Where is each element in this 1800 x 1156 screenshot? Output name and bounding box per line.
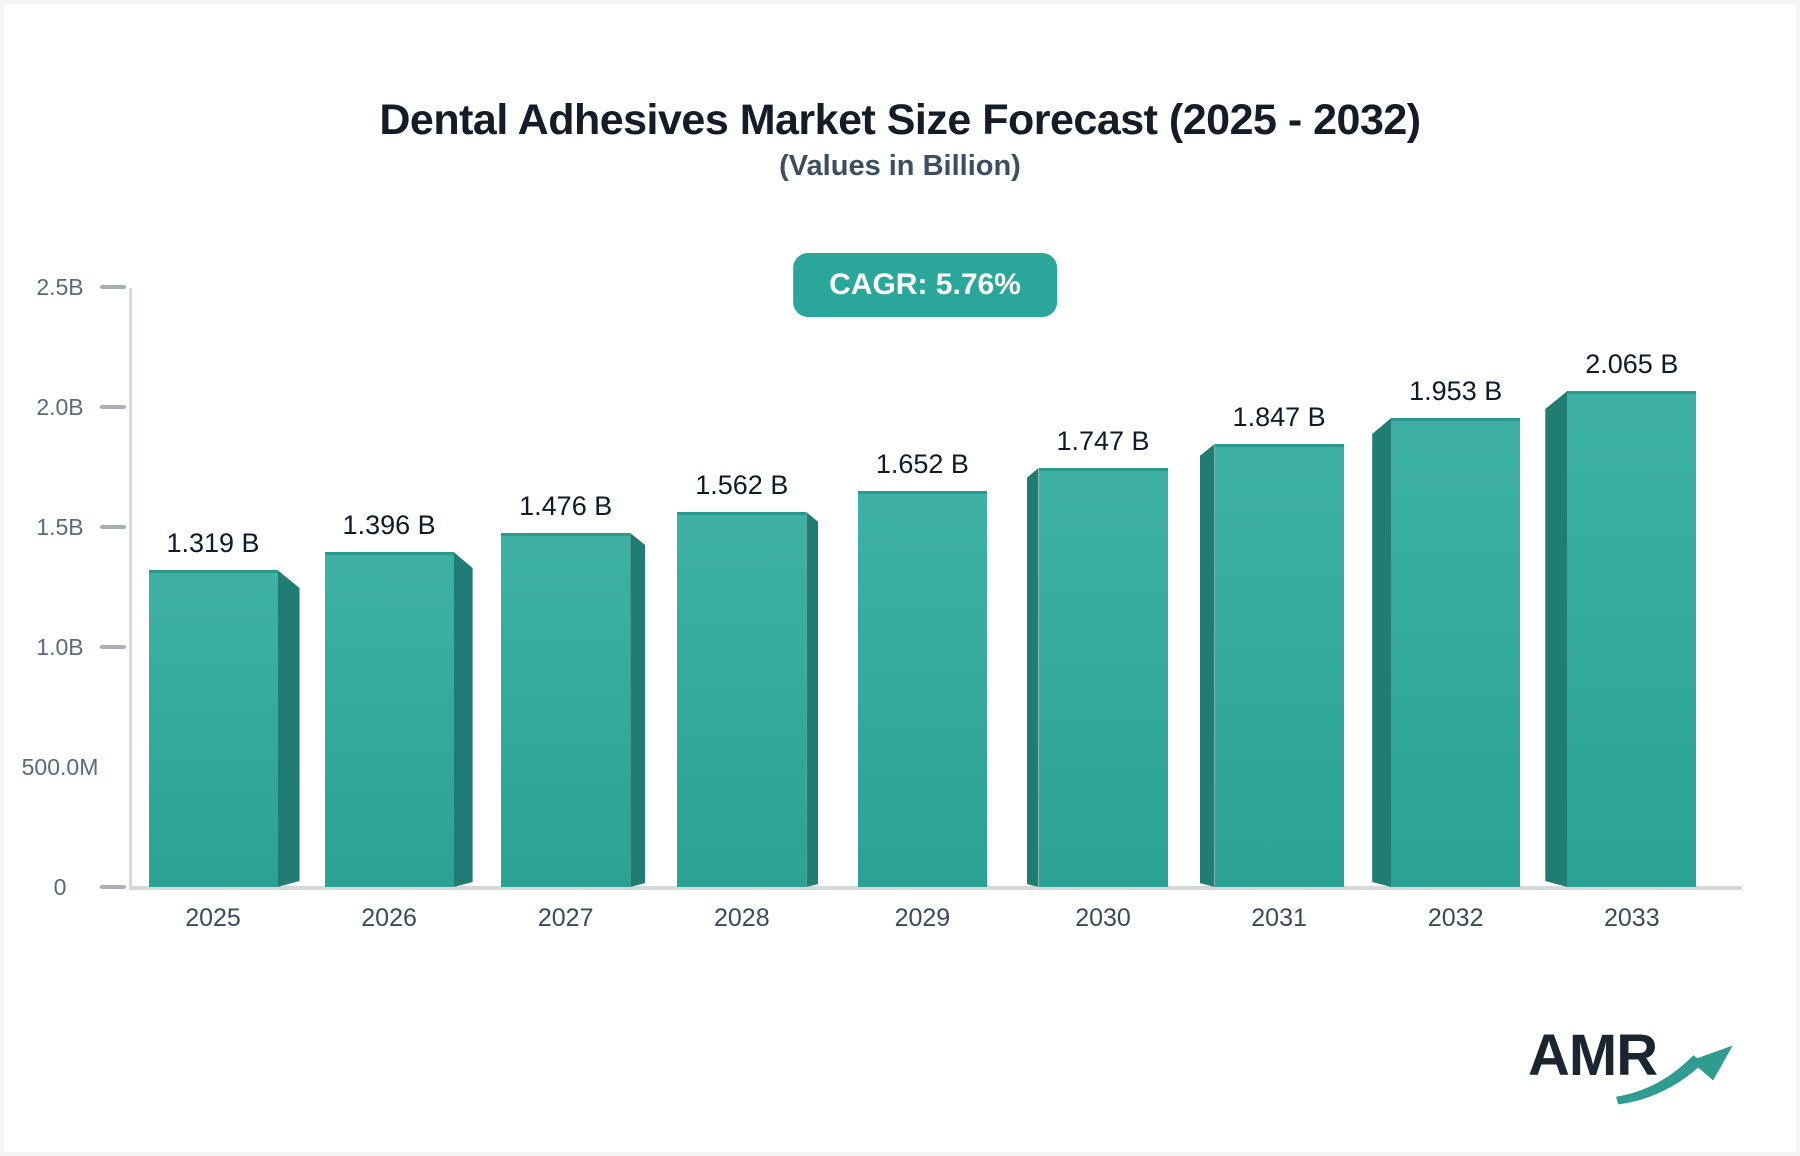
bar-2028[interactable] (677, 512, 807, 887)
bar-2029[interactable] (857, 491, 987, 887)
chart-subtitle: (Values in Billion) (779, 150, 1021, 182)
amr-logo: AMR (1528, 1018, 1788, 1133)
y-axis-tick-dash (100, 645, 126, 649)
bar-side-2032[interactable] (1372, 418, 1391, 887)
bar-side-2027[interactable] (630, 533, 645, 887)
y-axis-tick-label: 1.5B (36, 514, 84, 540)
x-axis-label: 2030 (1075, 904, 1131, 932)
bar-value-label: 1.396 B (342, 510, 436, 540)
y-axis-tick-dash (100, 405, 126, 409)
growth-arrow-icon (1616, 1045, 1733, 1105)
x-axis-label: 2026 (361, 904, 417, 932)
y-axis-tick-label: 2.0B (36, 394, 84, 420)
bar-value-label: 1.476 B (519, 491, 613, 521)
x-axis-label: 2028 (713, 904, 770, 932)
y-axis-tick-dash (100, 885, 126, 889)
bar-side-2030[interactable] (1027, 468, 1039, 887)
bar-side-2025[interactable] (278, 570, 300, 887)
bar-value-label: 1.847 B (1232, 402, 1326, 432)
bar-2026[interactable] (324, 552, 454, 887)
bar-value-label: 2.065 B (1585, 349, 1679, 379)
cagr-badge-label: CAGR: 5.76% (829, 268, 1021, 301)
y-axis-tick-label: 500.0M (21, 754, 99, 780)
bar-2033[interactable] (1567, 391, 1697, 887)
bar-value-label: 1.953 B (1409, 376, 1503, 406)
bar-value-label: 1.652 B (875, 449, 969, 479)
bar-value-label: 1.747 B (1056, 426, 1150, 456)
y-axis-tick-dash (100, 285, 126, 289)
bar-2025[interactable] (148, 570, 278, 887)
bar-2030[interactable] (1038, 468, 1168, 887)
y-axis-tick-label: 2.5B (36, 274, 84, 300)
bar-side-2026[interactable] (454, 552, 473, 887)
bar-2032[interactable] (1391, 418, 1521, 887)
amr-logo-text: AMR (1528, 1023, 1658, 1088)
x-axis-label: 2025 (185, 904, 241, 932)
x-axis-label: 2032 (1427, 904, 1484, 932)
y-axis-tick-label: 0 (53, 874, 67, 900)
x-axis-line (129, 886, 1742, 890)
x-axis-label: 2031 (1251, 904, 1307, 932)
x-axis-label: 2029 (894, 904, 951, 932)
chart-title: Dental Adhesives Market Size Forecast (2… (379, 96, 1421, 144)
bar-side-2033[interactable] (1545, 391, 1567, 887)
bar-2027[interactable] (501, 533, 631, 887)
cagr-badge: CAGR: 5.76% (793, 253, 1057, 317)
x-axis-label: 2033 (1603, 904, 1660, 932)
bar-value-label: 1.562 B (695, 470, 789, 500)
bar-2031[interactable] (1214, 444, 1344, 887)
bar-value-label: 1.319 B (166, 528, 260, 558)
bar-side-2028[interactable] (806, 512, 818, 887)
y-axis-line (129, 288, 132, 890)
x-axis-label: 2027 (537, 904, 594, 932)
y-axis-tick-label: 1.0B (36, 634, 84, 660)
y-axis-tick-dash (100, 525, 126, 529)
bar-side-2031[interactable] (1200, 444, 1215, 887)
